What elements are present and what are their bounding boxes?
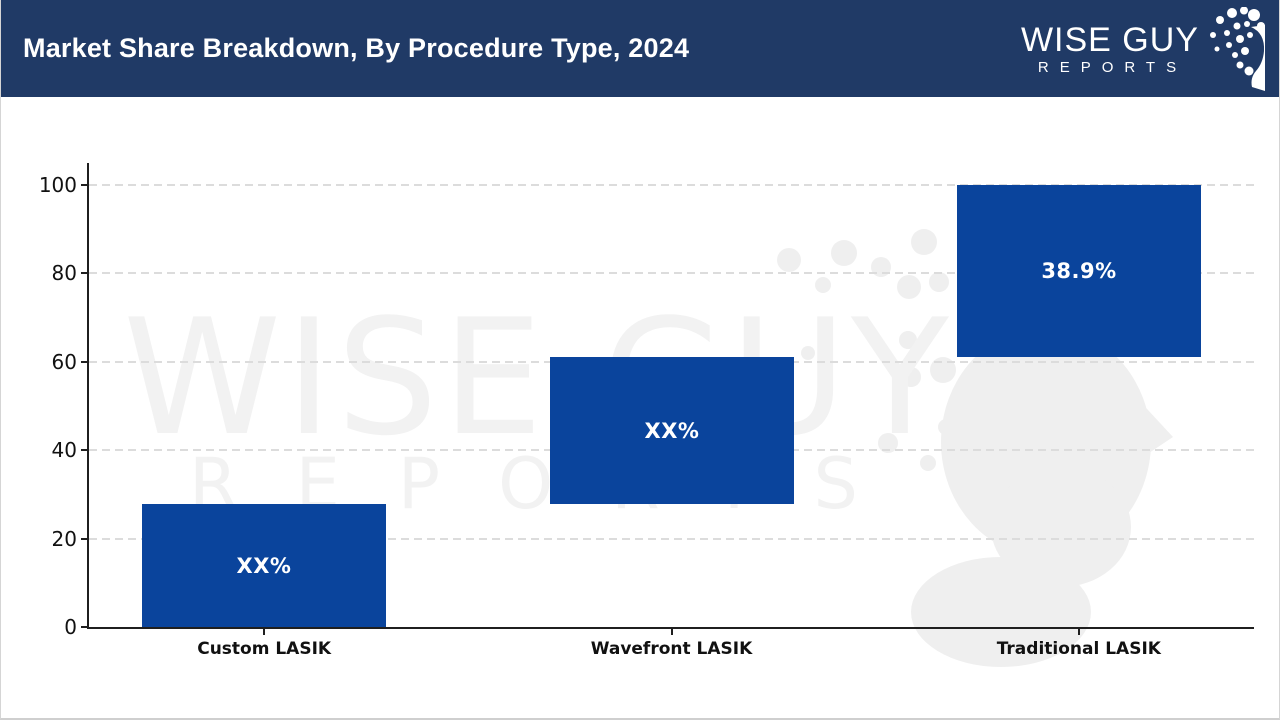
header-bar: Market Share Breakdown, By Procedure Typ… [1, 0, 1279, 97]
brand-logo: WISE GUY REPORTS [1021, 6, 1265, 91]
y-tick-label: 60 [51, 349, 77, 374]
watermark-brand-name: WISE GUY [123, 284, 953, 471]
y-tick-label: 80 [51, 261, 77, 286]
brand-face-icon [1210, 6, 1265, 91]
bar-value-label: XX% [644, 418, 700, 443]
y-tick-mark [81, 272, 89, 275]
x-tick-mark [670, 627, 673, 635]
page-title: Market Share Breakdown, By Procedure Typ… [23, 33, 690, 63]
y-tick-mark [81, 360, 89, 363]
y-tick-mark [81, 184, 89, 186]
bar: XX% [550, 356, 794, 505]
y-tick-label: 40 [51, 438, 77, 463]
y-tick-mark [81, 449, 89, 452]
y-gridline [89, 184, 1254, 186]
brand-name: WISE GUY [1020, 20, 1199, 59]
y-tick-mark [81, 626, 89, 628]
y-gridline [89, 537, 1254, 540]
bar-value-label: XX% [236, 553, 292, 578]
brand-logo-text: WISE GUY REPORTS [1021, 22, 1199, 76]
y-axis-line [87, 163, 89, 629]
x-tick-mark [263, 627, 266, 635]
x-tick-mark [1077, 627, 1080, 635]
y-tick-label: 20 [51, 526, 77, 551]
y-gridline [89, 272, 1254, 275]
bar: 38.9% [957, 185, 1201, 357]
bar-value-label: 38.9% [1041, 258, 1117, 283]
y-tick-mark [81, 537, 89, 540]
bar: XX% [142, 504, 386, 627]
brand-subtitle: REPORTS [1037, 58, 1188, 76]
x-tick-label: Wavefront LASIK [590, 639, 753, 659]
x-tick-label: Traditional LASIK [996, 639, 1161, 659]
x-axis-line [87, 627, 1254, 629]
x-tick-label: Custom LASIK [197, 639, 332, 659]
y-tick-label: 0 [64, 615, 77, 639]
y-tick-label: 100 [38, 173, 77, 197]
